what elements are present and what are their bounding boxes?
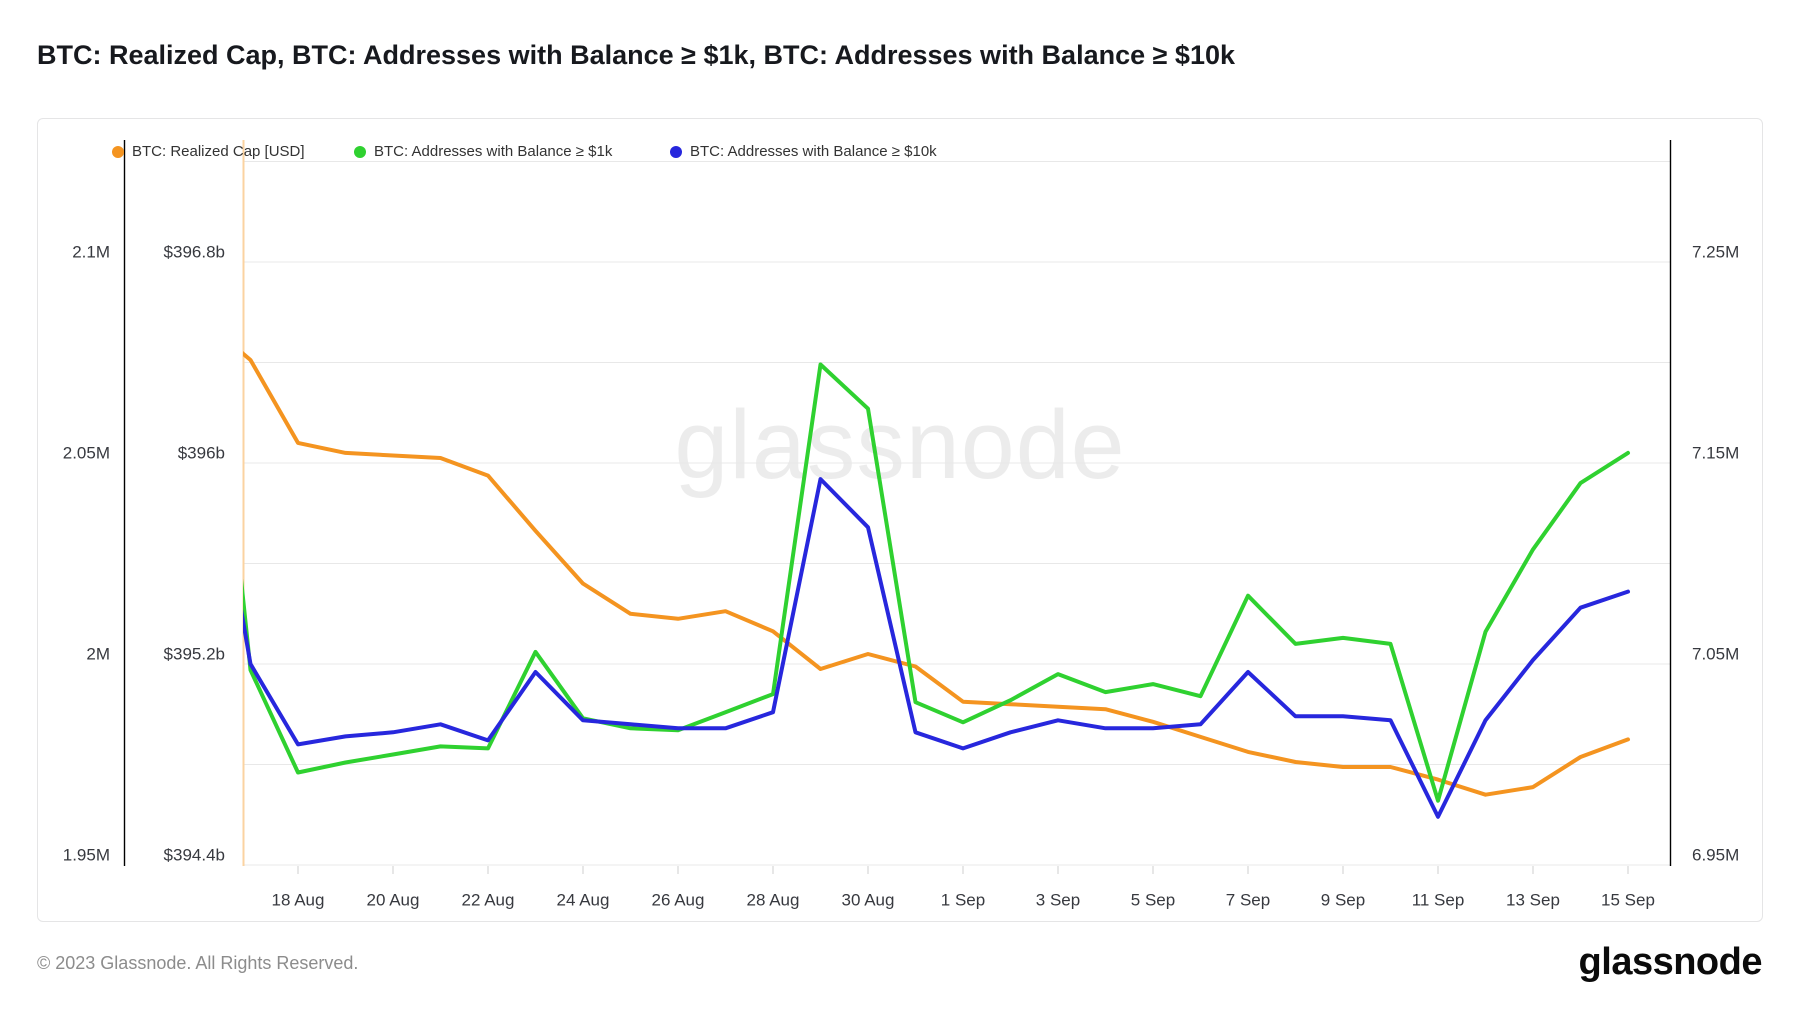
chart-legend: BTC: Realized Cap [USD] BTC: Addresses wi… (38, 143, 1762, 163)
x-axis-label: 13 Sep (1506, 890, 1560, 909)
x-axis-label: 9 Sep (1321, 890, 1365, 909)
legend-item-2[interactable]: BTC: Addresses with Balance ≥ $10k (670, 143, 937, 160)
y-axis-label: $394.4b (164, 845, 225, 864)
y-axis-label: $395.2b (164, 644, 225, 663)
x-axis-label: 15 Sep (1601, 890, 1655, 909)
legend-item-1[interactable]: BTC: Addresses with Balance ≥ $1k (354, 143, 612, 160)
legend-dot-icon (112, 145, 124, 158)
y-axis-label: 7.25M (1692, 242, 1739, 261)
legend-label: BTC: Realized Cap [USD] (132, 143, 305, 160)
y-axis-label: 6.95M (1692, 845, 1739, 864)
page-title: BTC: Realized Cap, BTC: Addresses with B… (37, 40, 1235, 70)
y-axis-label: 1.95M (63, 845, 110, 864)
chart-card: glassnode 2.1M 2.05M 2M 1.95M $396.8b $396b $3… (37, 118, 1763, 922)
x-axis-label: 24 Aug (557, 890, 610, 909)
footer-copyright: © 2023 Glassnode. All Rights Reserved. (37, 953, 359, 973)
legend-label: BTC: Addresses with Balance ≥ $10k (690, 143, 937, 160)
y-axis-label: 2.05M (63, 443, 110, 462)
legend-dot-icon (354, 145, 366, 158)
y-axis-label: 2.1M (72, 242, 110, 261)
x-axis-label: 5 Sep (1131, 890, 1175, 909)
legend-item-0[interactable]: BTC: Realized Cap [USD] (112, 143, 305, 160)
x-axis-label: 30 Aug (842, 890, 895, 909)
series-line-0[interactable] (203, 320, 1630, 797)
y-axis-label: $396b (178, 443, 225, 462)
glassnode-logo: glassnode (1578, 941, 1763, 983)
legend-dot-icon (670, 145, 682, 158)
x-axis-label: 11 Sep (1412, 890, 1465, 909)
legend-label: BTC: Addresses with Balance ≥ $1k (374, 143, 613, 160)
series-line-2[interactable] (203, 391, 1630, 819)
x-axis-label: 7 Sep (1226, 890, 1270, 909)
y-axis-label: 7.15M (1692, 443, 1739, 462)
x-axis-label: 3 Sep (1036, 890, 1080, 909)
x-axis-label: 20 Aug (367, 890, 420, 909)
y-axis-realized-cap: $396.8b $396b $395.2b $394.4b (164, 242, 225, 864)
y-axis-label: $396.8b (164, 242, 225, 261)
y-axis-label: 7.05M (1692, 644, 1739, 663)
y-axis-label: 2M (86, 644, 110, 663)
x-axis: 18 Aug 20 Aug 22 Aug 24 Aug 26 Aug 28 Aug 30 A… (272, 866, 1655, 909)
y-axis-addresses-1k: 7.25M 7.15M 7.05M 6.95M (1692, 242, 1739, 864)
y-axis-addresses-10k: 2.1M 2.05M 2M 1.95M (63, 242, 110, 864)
series-line-1[interactable] (203, 214, 1630, 803)
x-axis-label: 1 Sep (941, 890, 985, 909)
x-axis-label: 18 Aug (272, 890, 325, 909)
x-axis-label: 22 Aug (462, 890, 515, 909)
chart-gridlines (243, 161, 1670, 866)
x-axis-label: 26 Aug (652, 890, 705, 909)
x-axis-label: 28 Aug (747, 890, 800, 909)
